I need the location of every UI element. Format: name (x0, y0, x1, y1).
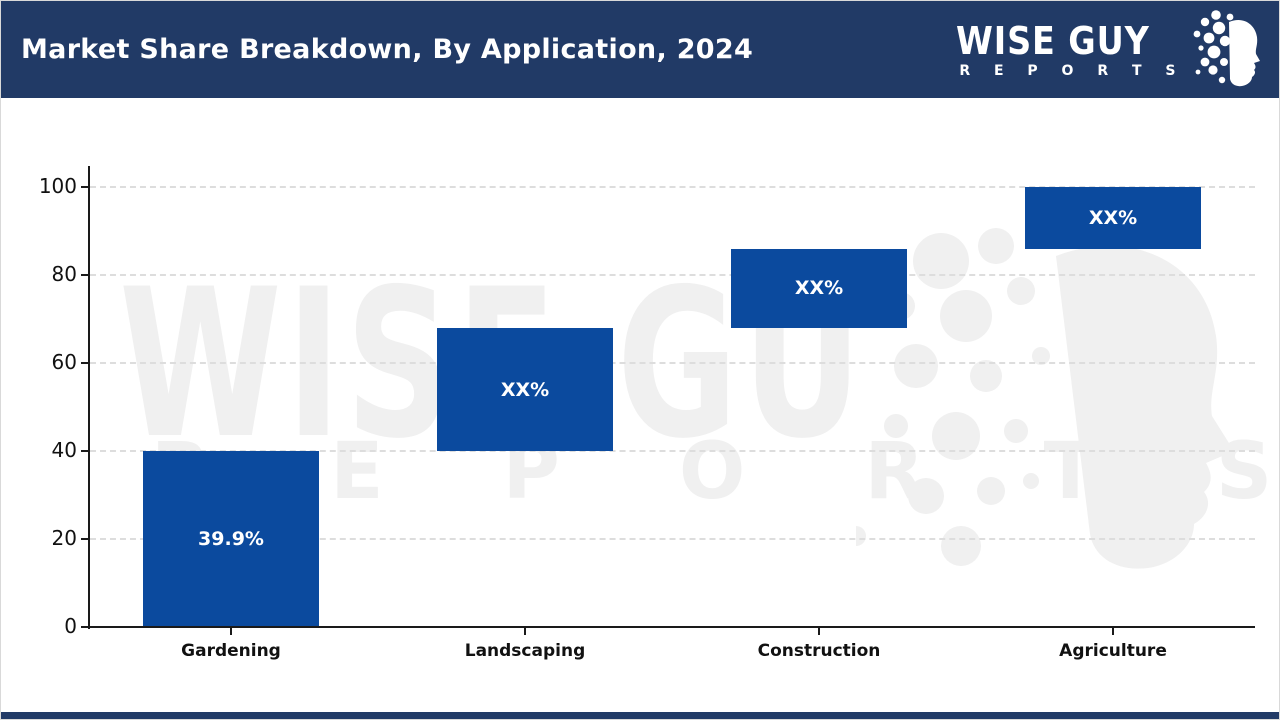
x-category-label: Construction (757, 641, 881, 661)
logo-wordmark: WISE GUY (956, 18, 1151, 63)
logo-subtitle: R E P O R T S (959, 62, 1185, 79)
bar-segment: 39.9% (143, 451, 319, 627)
y-axis (88, 166, 90, 629)
x-tick (524, 628, 526, 635)
y-tick (81, 626, 89, 628)
bar-value-label: 39.9% (198, 528, 264, 551)
x-category-label: Agriculture (1059, 641, 1167, 661)
x-category-label: Gardening (181, 641, 281, 661)
bar-segment: XX% (1025, 187, 1201, 249)
bar-value-label: XX% (794, 277, 844, 300)
logo-text: WISE GUY R E P O R T S (956, 22, 1185, 78)
y-tick (81, 274, 89, 276)
x-tick (1112, 628, 1114, 635)
gridline (90, 186, 1255, 188)
y-tick (81, 186, 89, 188)
gridline (90, 538, 1255, 540)
bar-value-label: XX% (1088, 206, 1138, 229)
y-tick-label: 20 (51, 526, 77, 550)
page-title: Market Share Breakdown, By Application, … (21, 34, 754, 65)
bar-segment: XX% (437, 327, 613, 452)
gridline (90, 362, 1255, 364)
y-tick-label: 80 (51, 262, 77, 286)
footer-band (1, 712, 1279, 719)
x-tick (818, 628, 820, 635)
x-tick (230, 628, 232, 635)
watermark-face-icon (846, 216, 1256, 600)
y-tick-label: 40 (51, 438, 77, 462)
y-tick (81, 450, 89, 452)
bar-segment: XX% (731, 248, 907, 328)
y-tick (81, 538, 89, 540)
gridline (90, 274, 1255, 276)
y-tick-label: 0 (64, 614, 77, 638)
y-tick-label: 60 (51, 350, 77, 374)
wise-guy-reports-logo: WISE GUY R E P O R T S (956, 8, 1261, 92)
gridline (90, 450, 1255, 452)
y-tick-label: 100 (38, 174, 77, 198)
bar-value-label: XX% (500, 378, 550, 401)
x-axis (88, 626, 1255, 628)
logo-face-icon (1189, 8, 1261, 92)
y-tick (81, 362, 89, 364)
x-category-label: Landscaping (464, 641, 586, 661)
header-band: Market Share Breakdown, By Application, … (1, 1, 1279, 98)
